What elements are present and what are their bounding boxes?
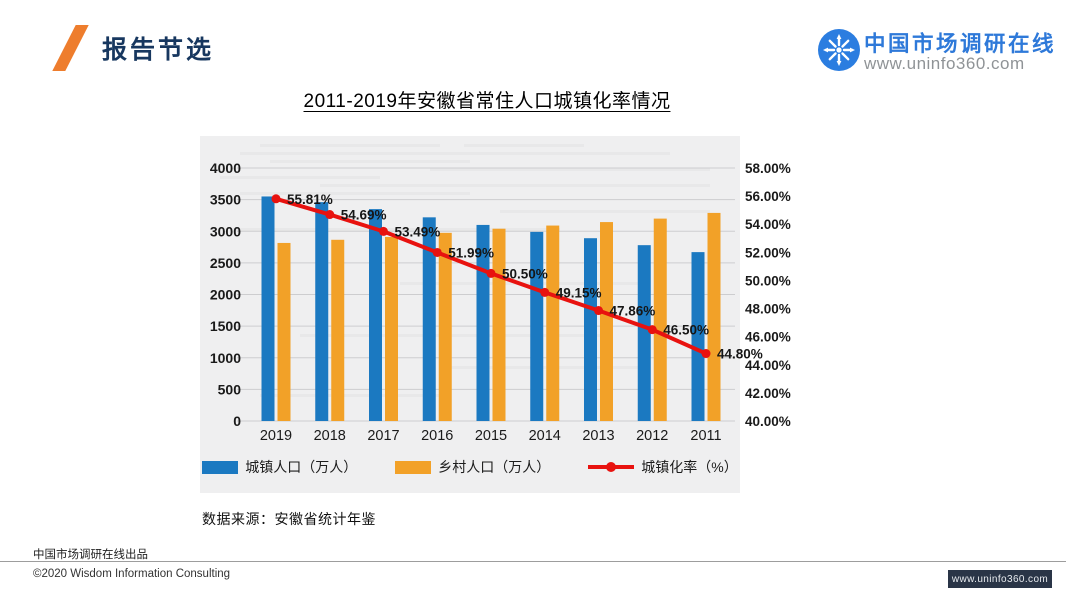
legend-bar-swatch bbox=[395, 460, 432, 474]
data-source-note: 数据来源：安徽省统计年鉴 bbox=[202, 511, 376, 527]
rural-bar bbox=[492, 228, 506, 421]
urban-bar bbox=[637, 245, 651, 421]
footer-url-badge: www.uninfo360.com bbox=[948, 570, 1052, 588]
urban-bar bbox=[584, 238, 597, 421]
footer-url-text: www.uninfo360.com bbox=[951, 573, 1049, 585]
footer-produced-by: 中国市场调研在线出品 bbox=[33, 549, 148, 561]
legend-line-swatch bbox=[588, 462, 635, 472]
svg-text:500: 500 bbox=[218, 381, 242, 397]
svg-text:2014: 2014 bbox=[529, 428, 561, 444]
svg-text:2011: 2011 bbox=[690, 428, 721, 444]
rate-point bbox=[647, 325, 657, 335]
chart-title: 2011-2019年安徽省常住人口城镇化率情况 bbox=[303, 91, 671, 112]
combo-chart-canvas: 0 500 1000 1500 2000 2500 3000 3500 4000 40.00% 42… bbox=[200, 136, 791, 493]
legend-line-dot bbox=[606, 462, 617, 472]
legend-item: 乡村人口（万人） bbox=[395, 457, 550, 477]
rate-point bbox=[325, 210, 335, 220]
urban-bar bbox=[422, 217, 436, 421]
rural-bar bbox=[653, 218, 667, 421]
chart-legend: 城镇人口（万人） 乡村人口（万人） 城镇化率（%） bbox=[200, 457, 740, 477]
rate-label: 46.50% bbox=[663, 323, 709, 338]
legend-bar-swatch bbox=[202, 460, 239, 474]
rate-label: 53.49% bbox=[395, 224, 441, 239]
urban-bar bbox=[315, 202, 329, 421]
urban-bar bbox=[530, 231, 544, 421]
rate-label: 55.81% bbox=[287, 192, 333, 207]
brand-url: www.uninfo360.com bbox=[864, 54, 1025, 73]
legend-item: 城镇人口（万人） bbox=[202, 457, 357, 477]
svg-text:2500: 2500 bbox=[210, 255, 241, 271]
svg-text:2000: 2000 bbox=[210, 287, 241, 303]
svg-text:0: 0 bbox=[233, 413, 241, 429]
rate-label: 49.15% bbox=[556, 285, 602, 300]
svg-text:56.00%: 56.00% bbox=[745, 189, 791, 204]
urbanization-chart: 0 500 1000 1500 2000 2500 3000 3500 4000 40.00% 42… bbox=[196, 130, 816, 500]
rural-bar bbox=[707, 212, 721, 421]
rural-bar bbox=[438, 232, 452, 421]
svg-text:3000: 3000 bbox=[210, 223, 241, 239]
rate-point bbox=[486, 268, 496, 278]
rate-point bbox=[432, 247, 442, 257]
snowflake-compass-icon bbox=[818, 29, 860, 71]
rate-point bbox=[594, 306, 603, 316]
svg-text:2016: 2016 bbox=[421, 428, 453, 444]
svg-text:48.00%: 48.00% bbox=[745, 302, 791, 317]
footer-divider bbox=[0, 561, 1066, 562]
rate-point bbox=[540, 287, 550, 297]
rate-label: 54.69% bbox=[341, 208, 387, 223]
svg-text:42.00%: 42.00% bbox=[745, 386, 791, 401]
accent-slash-icon bbox=[52, 25, 89, 71]
rate-point bbox=[379, 226, 388, 236]
svg-text:1500: 1500 bbox=[210, 318, 241, 334]
svg-text:2017: 2017 bbox=[367, 428, 399, 444]
legend-label: 乡村人口（万人） bbox=[438, 459, 551, 475]
svg-text:3500: 3500 bbox=[210, 192, 241, 208]
rate-label: 51.99% bbox=[448, 245, 494, 260]
rate-label: 47.86% bbox=[610, 304, 656, 319]
legend-item: 城镇化率（%） bbox=[588, 457, 738, 477]
legend-label: 城镇化率（%） bbox=[641, 459, 738, 475]
svg-text:46.00%: 46.00% bbox=[745, 330, 791, 345]
svg-text:2019: 2019 bbox=[260, 428, 292, 444]
rate-point bbox=[701, 349, 711, 359]
urban-bar bbox=[476, 224, 490, 421]
svg-text:50.00%: 50.00% bbox=[745, 273, 791, 288]
svg-text:4000: 4000 bbox=[210, 160, 241, 176]
section-title: 报告节选 bbox=[102, 36, 215, 64]
rural-bar bbox=[546, 225, 560, 421]
brand-name: 中国市场调研在线 bbox=[864, 32, 1057, 56]
rural-bar bbox=[600, 222, 613, 421]
svg-text:52.00%: 52.00% bbox=[745, 245, 791, 260]
rural-bar bbox=[385, 236, 398, 421]
rate-label: 50.50% bbox=[502, 266, 548, 281]
svg-text:58.00%: 58.00% bbox=[745, 161, 791, 176]
svg-text:2013: 2013 bbox=[582, 428, 614, 444]
svg-text:54.00%: 54.00% bbox=[745, 217, 791, 232]
rate-label: 44.80% bbox=[717, 347, 763, 362]
svg-text:2015: 2015 bbox=[475, 428, 507, 444]
rural-bar bbox=[331, 239, 345, 421]
urban-bar bbox=[691, 252, 705, 421]
urban-bar bbox=[369, 209, 382, 421]
svg-text:2018: 2018 bbox=[314, 428, 346, 444]
legend-label: 城镇人口（万人） bbox=[245, 459, 358, 475]
svg-text:44.00%: 44.00% bbox=[745, 358, 791, 373]
footer-copyright: ©2020 Wisdom Information Consulting bbox=[33, 568, 231, 580]
svg-text:2012: 2012 bbox=[636, 428, 668, 444]
urban-bar bbox=[261, 196, 275, 421]
svg-text:40.00%: 40.00% bbox=[745, 414, 791, 429]
rate-point bbox=[271, 194, 281, 204]
rural-bar bbox=[277, 242, 291, 421]
svg-text:1000: 1000 bbox=[210, 350, 241, 366]
